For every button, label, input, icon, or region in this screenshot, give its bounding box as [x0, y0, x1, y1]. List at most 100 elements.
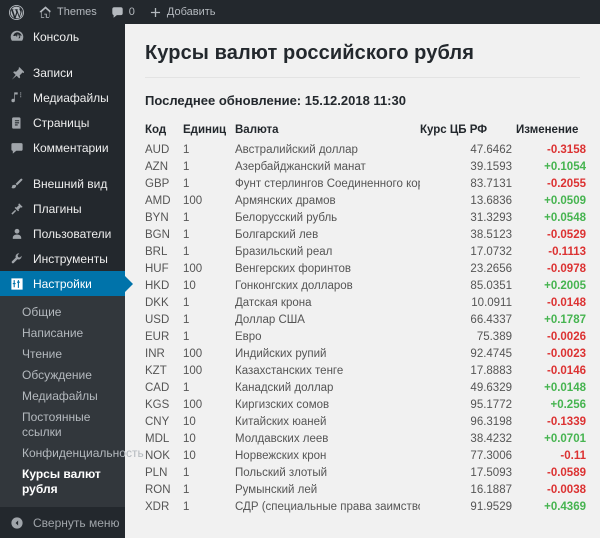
cell-code: KZT	[145, 363, 183, 380]
cell-code: DKK	[145, 295, 183, 312]
cell-code: USD	[145, 312, 183, 329]
cell-code: BYN	[145, 210, 183, 227]
cell-rate: 10.0911	[420, 295, 516, 312]
cell-unit: 1	[183, 176, 235, 193]
cell-rate: 16.1887	[420, 482, 516, 499]
submenu-item-media[interactable]: Медиафайлы	[0, 386, 125, 407]
cell-rate: 17.8883	[420, 363, 516, 380]
cell-unit: 1	[183, 295, 235, 312]
cell-code: XDR	[145, 499, 183, 516]
users-icon	[9, 227, 25, 241]
cell-rate: 38.5123	[420, 227, 516, 244]
cell-unit: 1	[183, 380, 235, 397]
admin-sidebar: Консоль Записи Медиафайлы Страницы Комме	[0, 24, 125, 516]
adminbar-item-wordpress[interactable]	[0, 0, 32, 24]
adminbar-item-themes[interactable]: Themes	[32, 0, 104, 24]
cell-unit: 1	[183, 329, 235, 346]
appearance-brush-icon	[9, 177, 25, 191]
cell-code: EUR	[145, 329, 183, 346]
cell-change: -0.0026	[516, 329, 586, 346]
sidebar-item-posts[interactable]: Записи	[0, 60, 125, 85]
cell-unit: 1	[183, 499, 235, 516]
submenu-item-privacy[interactable]: Конфиденциальность	[0, 443, 125, 464]
cell-currency: Польский злотый	[235, 465, 420, 482]
cell-currency: Киргизских сомов	[235, 397, 420, 414]
submenu-item-general[interactable]: Общие	[0, 302, 125, 323]
cell-change: +0.2005	[516, 278, 586, 295]
cell-currency: Армянских драмов	[235, 193, 420, 210]
cell-currency: Бразильский реал	[235, 244, 420, 261]
cell-rate: 31.3293	[420, 210, 516, 227]
cell-change: -0.0978	[516, 261, 586, 278]
adminbar-item-comments[interactable]: 0	[104, 0, 142, 24]
cell-currency: Датская крона	[235, 295, 420, 312]
plugins-icon	[9, 202, 25, 216]
submenu-item-currency-rates[interactable]: Курсы валют рубля	[0, 464, 125, 500]
column-header-change: Изменение	[516, 124, 586, 142]
sidebar-item-dashboard[interactable]: Консоль	[0, 24, 125, 49]
cell-unit: 1	[183, 482, 235, 499]
cell-change: -0.0023	[516, 346, 586, 363]
cell-rate: 38.4232	[420, 431, 516, 448]
cell-code: BRL	[145, 244, 183, 261]
sidebar-item-settings[interactable]: Настройки	[0, 271, 125, 296]
cell-code: AUD	[145, 142, 183, 159]
cell-code: HUF	[145, 261, 183, 278]
admin-bar: Themes 0 Добавить	[0, 0, 600, 24]
sidebar-item-comments[interactable]: Комментарии	[0, 135, 125, 160]
column-header-currency: Валюта	[235, 124, 420, 142]
cell-rate: 96.3198	[420, 414, 516, 431]
cell-rate: 83.7131	[420, 176, 516, 193]
cell-change: -0.0038	[516, 482, 586, 499]
collapse-arrow-icon	[9, 516, 25, 530]
cell-change: -0.0148	[516, 295, 586, 312]
sidebar-item-users[interactable]: Пользователи	[0, 221, 125, 246]
cell-unit: 100	[183, 193, 235, 210]
table-header-row: Код Единиц Валюта Курс ЦБ РФ Изменение	[145, 124, 586, 142]
cell-rate: 17.5093	[420, 465, 516, 482]
cell-code: AZN	[145, 159, 183, 176]
submenu-item-reading[interactable]: Чтение	[0, 344, 125, 365]
cell-change: -0.0146	[516, 363, 586, 380]
cell-rate: 49.6329	[420, 380, 516, 397]
cell-rate: 39.1593	[420, 159, 516, 176]
sidebar-item-tools[interactable]: Инструменты	[0, 246, 125, 271]
submenu-item-writing[interactable]: Написание	[0, 323, 125, 344]
sidebar-item-media-label: Медиафайлы	[33, 91, 109, 105]
collapse-menu-button[interactable]: Свернуть меню	[0, 507, 125, 538]
submenu-item-permalinks[interactable]: Постоянные ссылки	[0, 407, 125, 443]
sidebar-item-pages[interactable]: Страницы	[0, 110, 125, 135]
submenu-item-discussion[interactable]: Обсуждение	[0, 365, 125, 386]
column-header-unit: Единиц	[183, 124, 235, 142]
cell-change: -0.0529	[516, 227, 586, 244]
adminbar-item-new[interactable]: Добавить	[142, 0, 223, 24]
sidebar-item-appearance[interactable]: Внешний вид	[0, 171, 125, 196]
cell-unit: 1	[183, 244, 235, 261]
cell-code: RON	[145, 482, 183, 499]
sidebar-item-plugins-label: Плагины	[33, 202, 82, 216]
sidebar-item-plugins[interactable]: Плагины	[0, 196, 125, 221]
cell-unit: 1	[183, 465, 235, 482]
cell-rate: 13.6836	[420, 193, 516, 210]
media-icon	[9, 91, 25, 105]
cell-change: +0.4369	[516, 499, 586, 516]
cell-currency: Румынский лей	[235, 482, 420, 499]
page-icon	[9, 116, 25, 130]
pin-icon	[9, 66, 25, 80]
sidebar-item-media[interactable]: Медиафайлы	[0, 85, 125, 110]
main-content: Курсы валют российского рубля Последнее …	[125, 24, 600, 516]
cell-code: BGN	[145, 227, 183, 244]
dashboard-icon	[9, 30, 25, 44]
cell-change: +0.256	[516, 397, 586, 414]
cell-code: HKD	[145, 278, 183, 295]
cell-rate: 95.1772	[420, 397, 516, 414]
